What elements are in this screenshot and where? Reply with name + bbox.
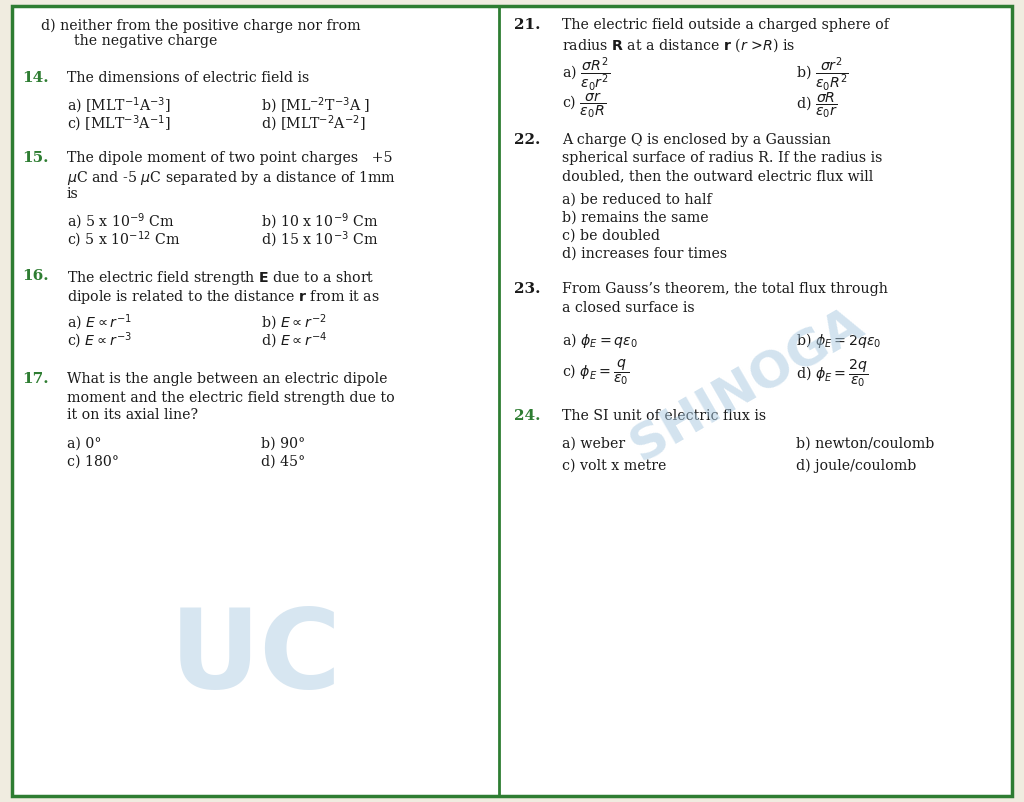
Text: 21.: 21. (514, 18, 541, 32)
Text: a) 5 x 10$^{-9}$ Cm: a) 5 x 10$^{-9}$ Cm (67, 212, 174, 232)
Text: 17.: 17. (23, 372, 49, 386)
Text: b) 10 x 10$^{-9}$ Cm: b) 10 x 10$^{-9}$ Cm (261, 212, 379, 232)
Text: A charge Q is enclosed by a Gaussian: A charge Q is enclosed by a Gaussian (562, 133, 831, 147)
Text: What is the angle between an electric dipole: What is the angle between an electric di… (67, 372, 387, 386)
Text: b) $E \propto r^{-2}$: b) $E \propto r^{-2}$ (261, 313, 327, 333)
Text: radius $\bf{R}$ at a distance $\bf{r}$ ($r$ >$R$) is: radius $\bf{R}$ at a distance $\bf{r}$ (… (562, 36, 796, 54)
Text: d) $\dfrac{\sigma R}{\varepsilon_0 r}$: d) $\dfrac{\sigma R}{\varepsilon_0 r}$ (796, 90, 838, 119)
FancyBboxPatch shape (12, 6, 1012, 796)
Text: b) remains the same: b) remains the same (562, 211, 709, 225)
Text: d) [MLT$^{-2}$A$^{-2}$]: d) [MLT$^{-2}$A$^{-2}$] (261, 114, 366, 134)
Text: From Gauss’s theorem, the total flux through: From Gauss’s theorem, the total flux thr… (562, 282, 888, 296)
Text: a) weber: a) weber (562, 437, 626, 451)
Text: it on its axial line?: it on its axial line? (67, 408, 198, 422)
Text: d) $\phi_E = \dfrac{2q}{\varepsilon_0}$: d) $\phi_E = \dfrac{2q}{\varepsilon_0}$ (796, 357, 868, 389)
Text: doubled, then the outward electric flux will: doubled, then the outward electric flux … (562, 169, 873, 183)
Text: c) $\dfrac{\sigma r}{\varepsilon_0 R}$: c) $\dfrac{\sigma r}{\varepsilon_0 R}$ (562, 90, 606, 119)
Text: c) volt x metre: c) volt x metre (562, 459, 667, 472)
Text: moment and the electric field strength due to: moment and the electric field strength d… (67, 391, 394, 404)
Text: is: is (67, 187, 78, 200)
Text: c) $E \propto r^{-3}$: c) $E \propto r^{-3}$ (67, 330, 131, 350)
Text: The electric field strength $\bf{E}$ due to a short: The electric field strength $\bf{E}$ due… (67, 269, 374, 287)
Text: UC: UC (170, 604, 342, 711)
Text: 16.: 16. (23, 269, 49, 283)
Text: spherical surface of radius R. If the radius is: spherical surface of radius R. If the ra… (562, 151, 883, 164)
Text: 14.: 14. (23, 71, 49, 84)
Text: The dimensions of electric field is: The dimensions of electric field is (67, 71, 309, 84)
Text: d) neither from the positive charge nor from: d) neither from the positive charge nor … (41, 18, 360, 33)
Text: b) newton/coulomb: b) newton/coulomb (796, 437, 934, 451)
Text: b) [ML$^{-2}$T$^{-3}$A ]: b) [ML$^{-2}$T$^{-3}$A ] (261, 95, 371, 115)
Text: 24.: 24. (514, 409, 541, 423)
Text: 22.: 22. (514, 133, 541, 147)
Text: SHINOGA: SHINOGA (623, 299, 872, 471)
Text: 15.: 15. (23, 151, 49, 164)
Text: b) $\dfrac{\sigma r^2}{\varepsilon_0 R^2}$: b) $\dfrac{\sigma r^2}{\varepsilon_0 R^2… (796, 56, 849, 94)
Text: The electric field outside a charged sphere of: The electric field outside a charged sph… (562, 18, 889, 32)
Text: a) be reduced to half: a) be reduced to half (562, 192, 712, 206)
Text: a) $E \propto r^{-1}$: a) $E \propto r^{-1}$ (67, 313, 132, 333)
Text: b) 90°: b) 90° (261, 436, 305, 450)
Text: the negative charge: the negative charge (74, 34, 217, 48)
Text: c) [MLT$^{-3}$A$^{-1}$]: c) [MLT$^{-3}$A$^{-1}$] (67, 114, 170, 134)
Text: d) $E \propto r^{-4}$: d) $E \propto r^{-4}$ (261, 330, 328, 350)
Text: The dipole moment of two point charges   +5: The dipole moment of two point charges +… (67, 151, 392, 164)
Text: d) increases four times: d) increases four times (562, 247, 727, 261)
Text: d) 45°: d) 45° (261, 455, 305, 468)
Text: d) joule/coulomb: d) joule/coulomb (796, 459, 916, 473)
Text: a) $\dfrac{\sigma R^2}{\varepsilon_0 r^2}$: a) $\dfrac{\sigma R^2}{\varepsilon_0 r^2… (562, 56, 610, 94)
Text: c) 5 x 10$^{-12}$ Cm: c) 5 x 10$^{-12}$ Cm (67, 230, 180, 250)
Text: The SI unit of electric flux is: The SI unit of electric flux is (562, 409, 766, 423)
Text: a) [MLT$^{-1}$A$^{-3}$]: a) [MLT$^{-1}$A$^{-3}$] (67, 95, 171, 115)
Text: $\mu$C and -5 $\mu$C separated by a distance of 1mm: $\mu$C and -5 $\mu$C separated by a dist… (67, 169, 395, 187)
Text: a) 0°: a) 0° (67, 436, 101, 450)
Text: c) $\phi_E = \dfrac{q}{\varepsilon_0}$: c) $\phi_E = \dfrac{q}{\varepsilon_0}$ (562, 357, 630, 387)
Text: 23.: 23. (514, 282, 541, 296)
Text: b) $\phi_E = 2q\varepsilon_0$: b) $\phi_E = 2q\varepsilon_0$ (796, 331, 881, 350)
Text: a) $\phi_E = q\varepsilon_0$: a) $\phi_E = q\varepsilon_0$ (562, 331, 638, 350)
Text: dipole is related to the distance $\bf{r}$ from it as: dipole is related to the distance $\bf{r… (67, 288, 379, 306)
Text: a closed surface is: a closed surface is (562, 301, 695, 314)
Text: c) 180°: c) 180° (67, 455, 119, 468)
Text: c) be doubled: c) be doubled (562, 229, 660, 242)
Text: d) 15 x 10$^{-3}$ Cm: d) 15 x 10$^{-3}$ Cm (261, 230, 379, 250)
